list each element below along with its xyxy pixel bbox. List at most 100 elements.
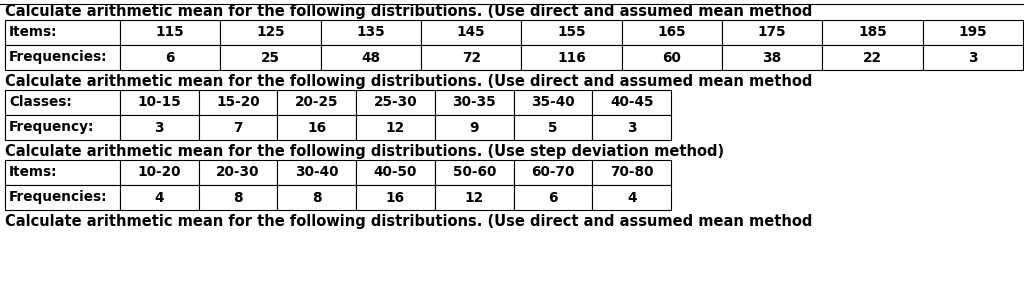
Bar xyxy=(923,20,1023,45)
Text: 30-35: 30-35 xyxy=(453,95,496,110)
Bar xyxy=(514,160,592,185)
Bar xyxy=(199,90,278,115)
Bar xyxy=(356,115,435,140)
Bar xyxy=(5,90,120,115)
Text: 3: 3 xyxy=(968,50,978,65)
Text: 135: 135 xyxy=(356,25,385,40)
Text: 145: 145 xyxy=(457,25,485,40)
Text: 60: 60 xyxy=(663,50,681,65)
Bar xyxy=(199,115,278,140)
Bar xyxy=(5,45,120,70)
Bar xyxy=(592,90,671,115)
Text: 72: 72 xyxy=(462,50,480,65)
Bar xyxy=(356,90,435,115)
Bar xyxy=(120,160,199,185)
Bar xyxy=(514,185,592,210)
Text: 25: 25 xyxy=(261,50,280,65)
Bar xyxy=(356,185,435,210)
Text: 3: 3 xyxy=(627,120,637,134)
Bar xyxy=(278,90,356,115)
Bar xyxy=(278,115,356,140)
Text: 22: 22 xyxy=(863,50,882,65)
Text: 165: 165 xyxy=(657,25,686,40)
Text: 125: 125 xyxy=(256,25,285,40)
Text: 60-70: 60-70 xyxy=(531,165,574,179)
Text: 116: 116 xyxy=(557,50,586,65)
Bar xyxy=(592,185,671,210)
Bar xyxy=(521,20,622,45)
Bar xyxy=(521,45,622,70)
Bar xyxy=(120,185,199,210)
Text: 6: 6 xyxy=(166,50,175,65)
Text: Frequencies:: Frequencies: xyxy=(9,191,108,204)
Bar xyxy=(120,20,220,45)
Bar xyxy=(5,115,120,140)
Text: Items:: Items: xyxy=(9,165,57,179)
Text: 6: 6 xyxy=(548,191,558,204)
Text: 50-60: 50-60 xyxy=(453,165,496,179)
Bar xyxy=(622,20,722,45)
Bar xyxy=(5,20,120,45)
Bar xyxy=(278,160,356,185)
Text: 155: 155 xyxy=(557,25,586,40)
Bar xyxy=(321,45,421,70)
Bar xyxy=(514,90,592,115)
Text: 12: 12 xyxy=(465,191,483,204)
Text: 10-15: 10-15 xyxy=(137,95,181,110)
Text: 175: 175 xyxy=(758,25,786,40)
Bar xyxy=(199,160,278,185)
Bar xyxy=(822,20,923,45)
Text: Frequency:: Frequency: xyxy=(9,120,94,134)
Text: Frequencies:: Frequencies: xyxy=(9,50,108,65)
Text: 48: 48 xyxy=(361,50,380,65)
Bar xyxy=(592,160,671,185)
Bar xyxy=(321,20,421,45)
Text: 7: 7 xyxy=(233,120,243,134)
Text: 35-40: 35-40 xyxy=(531,95,574,110)
Bar xyxy=(722,20,822,45)
Text: Calculate arithmetic mean for the following distributions. (Use step deviation m: Calculate arithmetic mean for the follow… xyxy=(5,144,724,159)
Bar xyxy=(199,185,278,210)
Bar xyxy=(435,160,514,185)
Bar xyxy=(5,185,120,210)
Bar xyxy=(5,160,120,185)
Text: 4: 4 xyxy=(627,191,636,204)
Text: Classes:: Classes: xyxy=(9,95,72,110)
Bar xyxy=(514,115,592,140)
Text: 15-20: 15-20 xyxy=(216,95,260,110)
Bar xyxy=(120,90,199,115)
Bar xyxy=(278,185,356,210)
Text: 10-20: 10-20 xyxy=(137,165,181,179)
Text: 9: 9 xyxy=(469,120,479,134)
Text: 5: 5 xyxy=(548,120,558,134)
Text: 185: 185 xyxy=(858,25,887,40)
Bar xyxy=(923,45,1023,70)
Text: 3: 3 xyxy=(155,120,164,134)
Text: 4: 4 xyxy=(155,191,164,204)
Text: 40-45: 40-45 xyxy=(610,95,653,110)
Text: 40-50: 40-50 xyxy=(374,165,417,179)
Text: Calculate arithmetic mean for the following distributions. (Use direct and assum: Calculate arithmetic mean for the follow… xyxy=(5,4,812,19)
Text: 38: 38 xyxy=(763,50,781,65)
Text: 70-80: 70-80 xyxy=(610,165,653,179)
Text: 30-40: 30-40 xyxy=(295,165,339,179)
Text: 20-25: 20-25 xyxy=(295,95,339,110)
Bar xyxy=(120,115,199,140)
Text: Items:: Items: xyxy=(9,25,57,40)
Bar xyxy=(592,115,671,140)
Bar xyxy=(421,20,521,45)
Bar xyxy=(435,185,514,210)
Bar xyxy=(421,45,521,70)
Bar xyxy=(356,160,435,185)
Bar xyxy=(220,20,321,45)
Bar xyxy=(435,90,514,115)
Text: 12: 12 xyxy=(386,120,406,134)
Text: 16: 16 xyxy=(386,191,406,204)
Text: 8: 8 xyxy=(233,191,243,204)
Text: 16: 16 xyxy=(307,120,327,134)
Text: 8: 8 xyxy=(312,191,322,204)
Text: Calculate arithmetic mean for the following distributions. (Use direct and assum: Calculate arithmetic mean for the follow… xyxy=(5,214,812,229)
Text: 20-30: 20-30 xyxy=(216,165,260,179)
Text: Calculate arithmetic mean for the following distributions. (Use direct and assum: Calculate arithmetic mean for the follow… xyxy=(5,74,812,89)
Bar xyxy=(722,45,822,70)
